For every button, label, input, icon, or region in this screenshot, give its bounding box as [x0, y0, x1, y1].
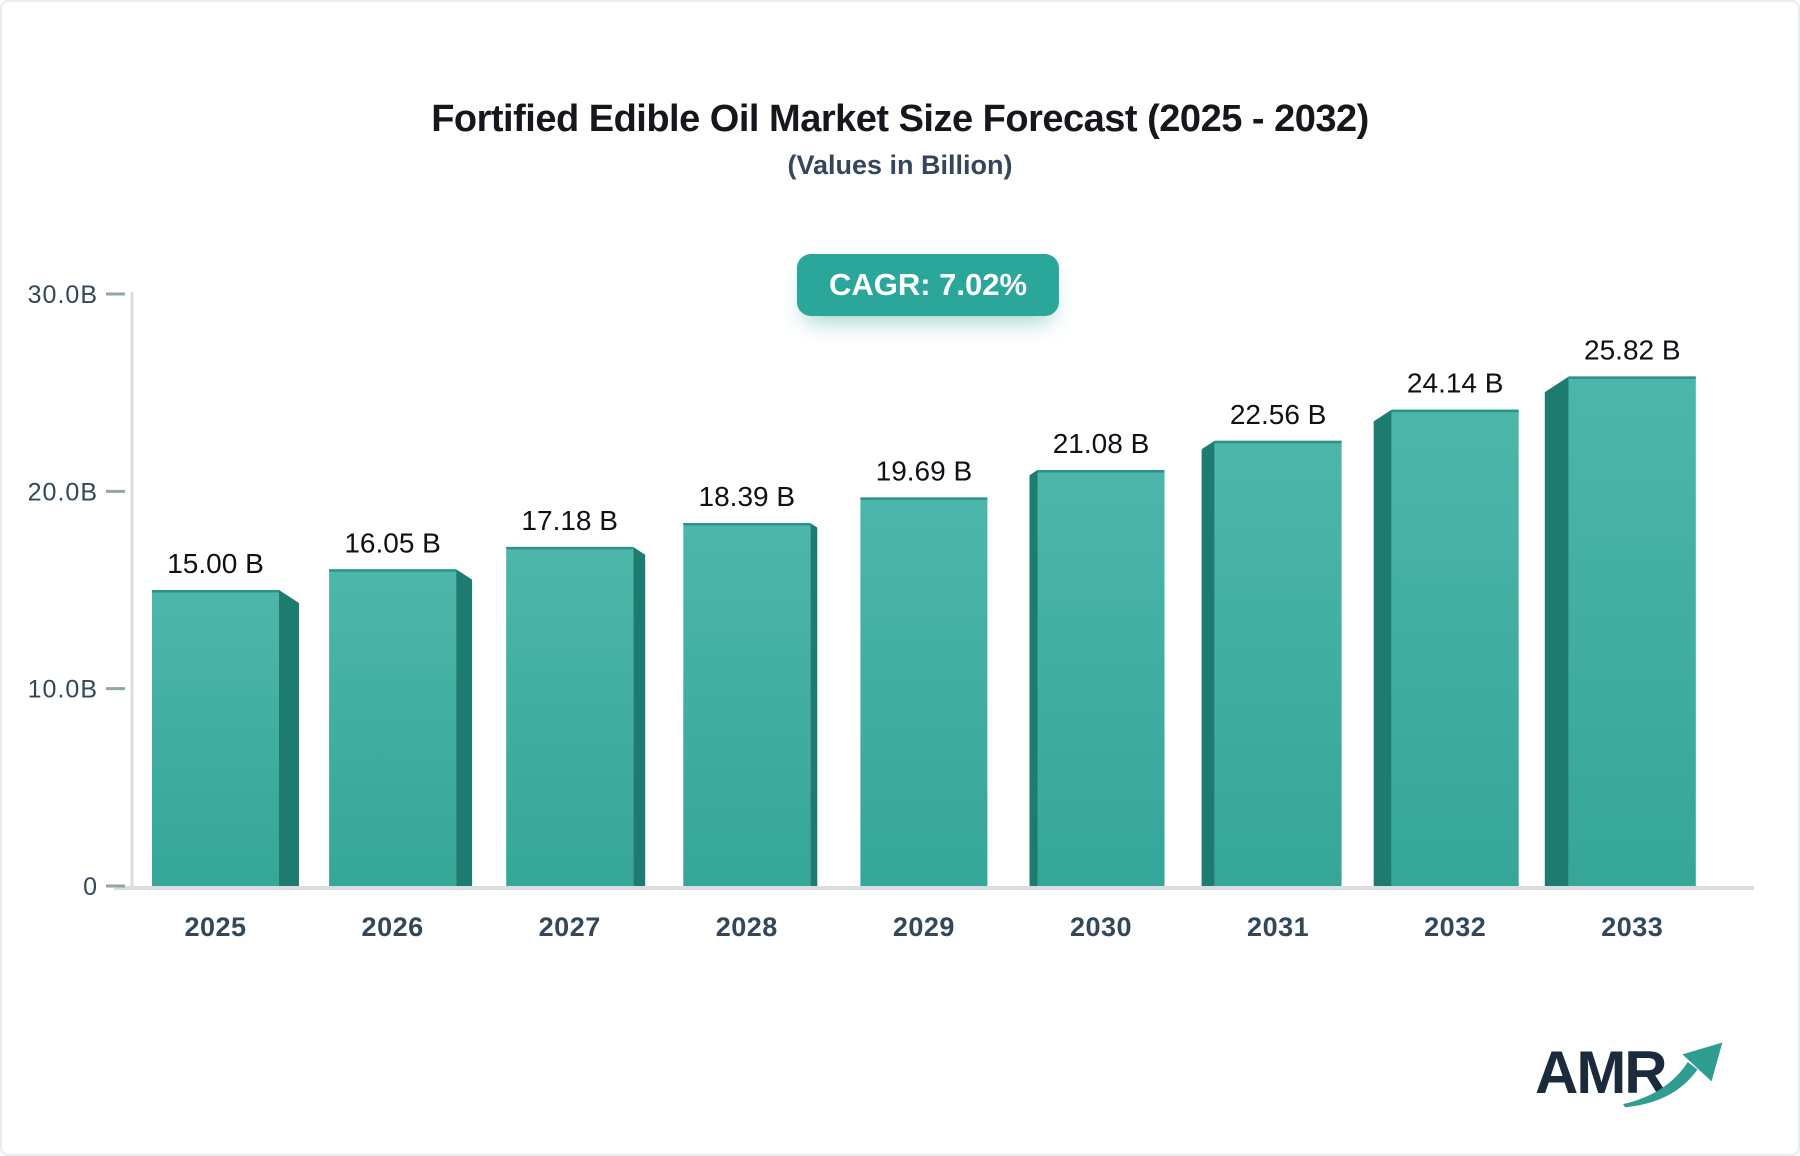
- y-tick-label: 20.0B: [28, 478, 98, 506]
- bar: [683, 523, 811, 886]
- value-label: 18.39 B: [699, 481, 796, 512]
- x-tick-label: 2028: [716, 912, 778, 942]
- growth-arrow-icon: [1623, 1042, 1723, 1108]
- bar: [1391, 409, 1519, 886]
- bar-side-3d: [1201, 440, 1215, 886]
- value-label: 25.82 B: [1584, 334, 1681, 365]
- bar: [1568, 376, 1696, 886]
- value-label: 22.56 B: [1230, 399, 1327, 430]
- bar-side-3d: [1373, 409, 1392, 886]
- bar: [329, 569, 457, 886]
- value-label: 15.00 B: [167, 548, 264, 579]
- x-tick-label: 2025: [184, 912, 246, 942]
- y-tick-label: 30.0B: [28, 281, 98, 309]
- amr-logo-text: AMR: [1535, 1039, 1668, 1106]
- bar: [1214, 440, 1342, 886]
- bar-side-3d: [1544, 376, 1569, 886]
- x-tick-label: 2027: [539, 912, 601, 942]
- x-tick-label: 2029: [893, 912, 955, 942]
- chart-subtitle: (Values in Billion): [787, 150, 1013, 180]
- bar-side-3d: [810, 523, 818, 886]
- bar: [152, 590, 279, 886]
- amr-logo: AMR: [1535, 1034, 1735, 1124]
- x-tick-label: 2033: [1601, 912, 1663, 942]
- value-label: 21.08 B: [1053, 428, 1150, 459]
- bar: [1037, 470, 1165, 886]
- y-tick-label: 10.0B: [28, 676, 98, 704]
- bar-side-3d: [279, 590, 299, 886]
- bar: [506, 546, 634, 886]
- cagr-badge: CAGR: 7.02%: [796, 254, 1060, 316]
- bar-side-3d: [1029, 470, 1038, 886]
- x-tick-label: 2031: [1247, 912, 1309, 942]
- x-tick-label: 2030: [1070, 912, 1132, 942]
- value-label: 17.18 B: [521, 505, 618, 536]
- bar-side-3d: [633, 546, 646, 886]
- value-label: 16.05 B: [344, 527, 441, 558]
- x-tick-label: 2032: [1424, 912, 1486, 942]
- bar-side-3d: [456, 569, 473, 886]
- value-label: 19.69 B: [876, 455, 973, 486]
- chart-title: Fortified Edible Oil Market Size Forecas…: [431, 98, 1369, 140]
- y-tick-label: 0: [83, 873, 98, 901]
- value-label: 24.14 B: [1407, 368, 1504, 399]
- bar: [860, 497, 988, 886]
- x-tick-label: 2026: [362, 912, 424, 942]
